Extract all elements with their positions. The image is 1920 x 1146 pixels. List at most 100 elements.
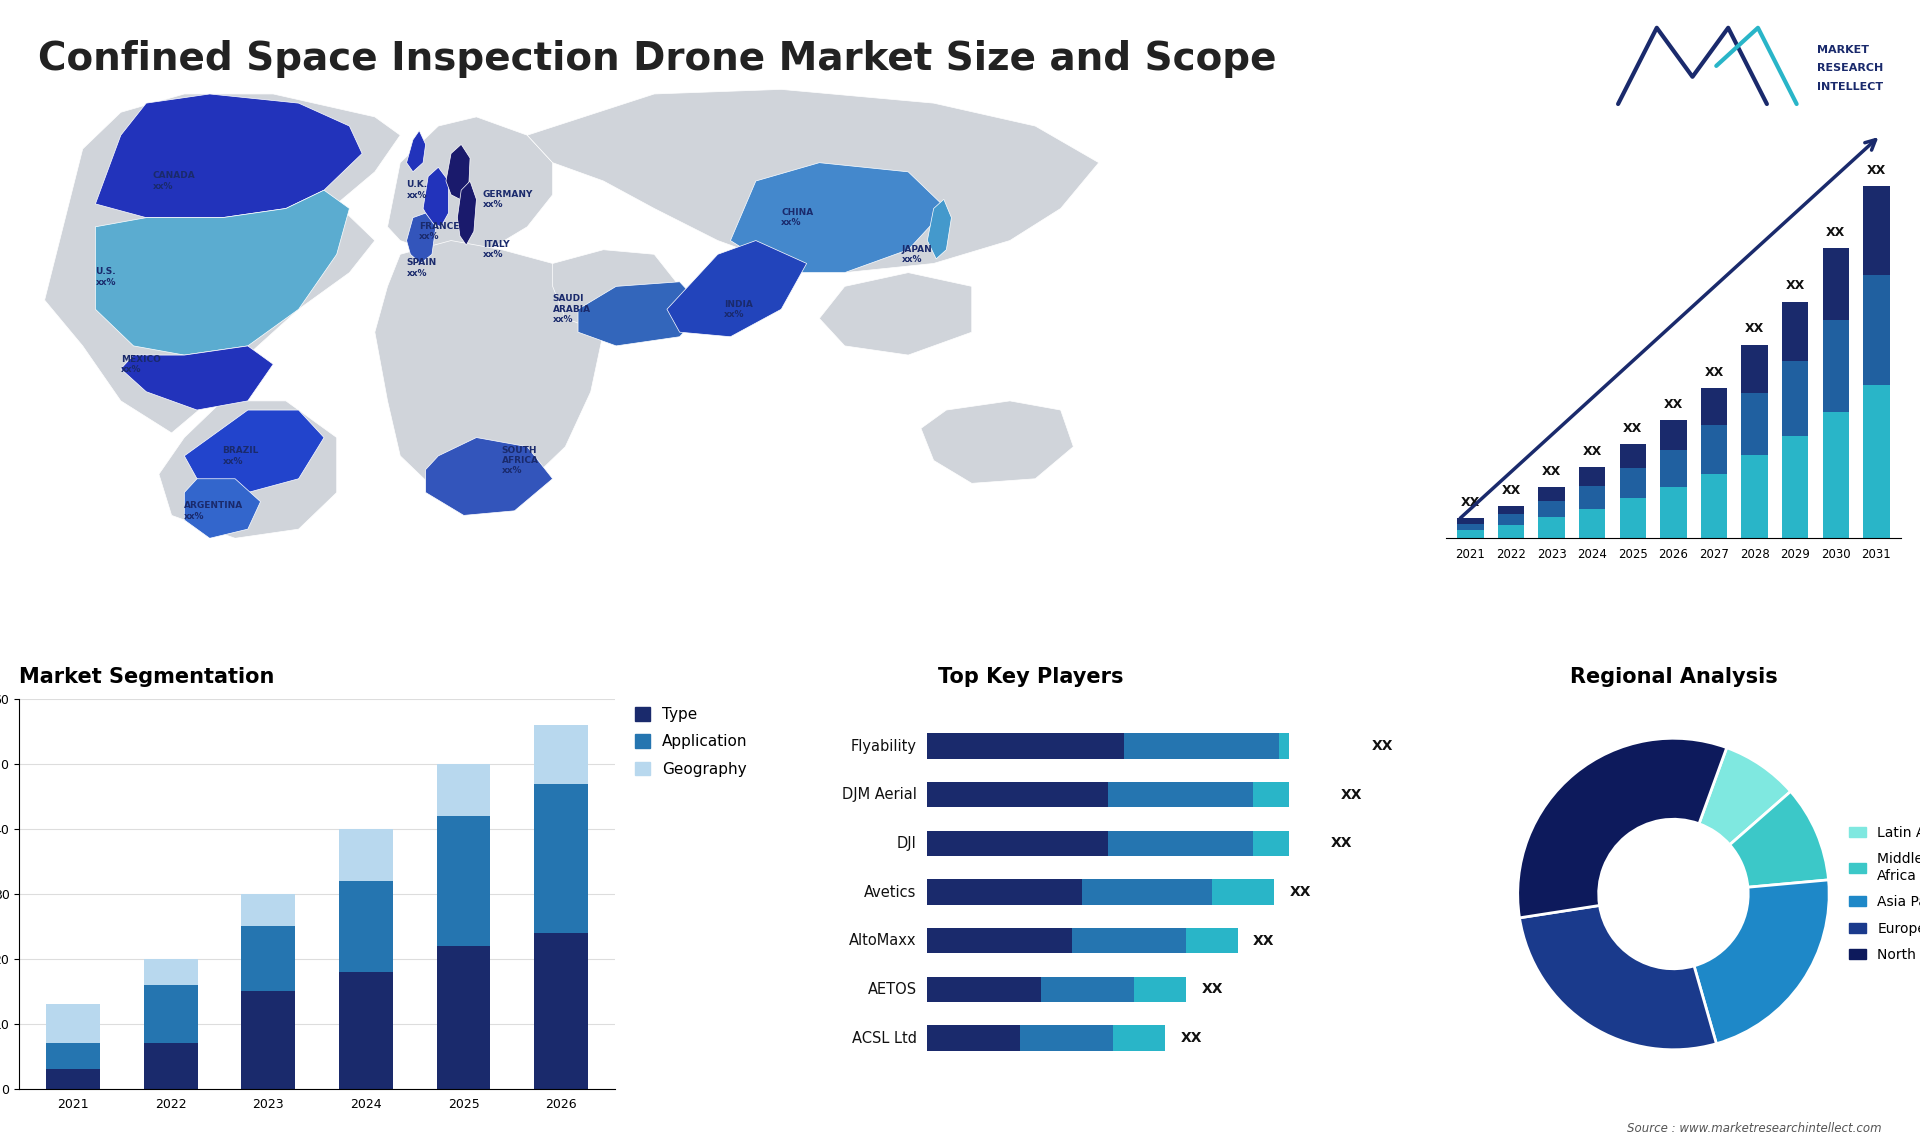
Polygon shape: [445, 144, 470, 199]
Text: XX: XX: [1254, 934, 1275, 948]
Bar: [1822, 321, 1849, 411]
Text: Avetics: Avetics: [864, 885, 916, 900]
Polygon shape: [528, 89, 1098, 273]
Text: BRAZIL
xx%: BRAZIL xx%: [223, 446, 259, 465]
Text: ITALY
xx%: ITALY xx%: [482, 240, 509, 259]
Text: XX: XX: [1501, 484, 1521, 497]
Text: JAPAN
xx%: JAPAN xx%: [902, 244, 933, 264]
FancyBboxPatch shape: [1071, 928, 1187, 953]
Text: Confined Space Inspection Drone Market Size and Scope: Confined Space Inspection Drone Market S…: [38, 40, 1277, 78]
Bar: [1538, 487, 1565, 501]
Text: XX: XX: [1665, 398, 1684, 410]
Polygon shape: [407, 213, 436, 264]
FancyBboxPatch shape: [927, 831, 1108, 856]
Polygon shape: [374, 241, 603, 502]
Text: DJM Aerial: DJM Aerial: [841, 787, 916, 802]
FancyBboxPatch shape: [927, 879, 1083, 904]
Text: MARKET: MARKET: [1818, 45, 1870, 55]
FancyBboxPatch shape: [1114, 1026, 1165, 1051]
Text: XX: XX: [1202, 982, 1223, 996]
Text: XX: XX: [1826, 226, 1845, 238]
Bar: [46, 1043, 100, 1069]
Bar: [242, 991, 296, 1089]
Bar: [534, 784, 588, 933]
Wedge shape: [1699, 747, 1791, 845]
FancyBboxPatch shape: [1020, 1026, 1114, 1051]
Text: Market Segmentation: Market Segmentation: [19, 667, 275, 686]
Text: CANADA
xx%: CANADA xx%: [152, 171, 196, 190]
Bar: [144, 984, 198, 1043]
Text: U.S.
xx%: U.S. xx%: [96, 267, 115, 286]
Bar: [1578, 486, 1605, 509]
FancyBboxPatch shape: [1123, 733, 1279, 759]
Wedge shape: [1693, 880, 1830, 1044]
Polygon shape: [820, 273, 972, 355]
FancyBboxPatch shape: [1212, 879, 1273, 904]
Bar: [144, 1043, 198, 1089]
Bar: [1661, 487, 1686, 539]
Legend: Type, Application, Geography: Type, Application, Geography: [636, 707, 747, 777]
Text: U.K.
xx%: U.K. xx%: [407, 180, 428, 199]
Bar: [46, 1004, 100, 1043]
Bar: [1661, 419, 1686, 449]
Bar: [436, 945, 490, 1089]
Text: AltoMaxx: AltoMaxx: [849, 933, 916, 948]
Text: Source : www.marketresearchintellect.com: Source : www.marketresearchintellect.com: [1626, 1122, 1882, 1135]
Text: SOUTH
AFRICA
xx%: SOUTH AFRICA xx%: [501, 446, 540, 476]
Text: AETOS: AETOS: [868, 982, 916, 997]
Polygon shape: [922, 401, 1073, 484]
FancyBboxPatch shape: [1254, 831, 1315, 856]
Text: XX: XX: [1705, 366, 1724, 378]
Bar: [1822, 248, 1849, 321]
Text: XX: XX: [1786, 280, 1805, 292]
Bar: [340, 881, 394, 972]
FancyBboxPatch shape: [927, 733, 1123, 759]
Bar: [1457, 518, 1484, 524]
Wedge shape: [1517, 738, 1726, 918]
Wedge shape: [1519, 905, 1716, 1050]
Bar: [144, 959, 198, 984]
Polygon shape: [426, 438, 553, 516]
Text: XX: XX: [1331, 837, 1352, 850]
Bar: [1578, 509, 1605, 539]
Bar: [1701, 473, 1728, 539]
Title: Regional Analysis: Regional Analysis: [1569, 667, 1778, 686]
Bar: [1620, 469, 1645, 499]
Bar: [1862, 275, 1889, 385]
Polygon shape: [388, 117, 553, 254]
Polygon shape: [578, 282, 705, 346]
Bar: [1782, 437, 1809, 539]
FancyBboxPatch shape: [1254, 782, 1325, 808]
Bar: [1701, 425, 1728, 473]
Bar: [1620, 445, 1645, 469]
FancyBboxPatch shape: [1135, 976, 1187, 1002]
Bar: [1741, 455, 1768, 539]
Polygon shape: [159, 401, 336, 539]
Bar: [534, 725, 588, 784]
Text: GERMANY
xx%: GERMANY xx%: [482, 189, 534, 209]
Bar: [242, 926, 296, 991]
Text: XX: XX: [1866, 164, 1885, 176]
Bar: [1862, 385, 1889, 539]
Bar: [1620, 499, 1645, 539]
Polygon shape: [407, 131, 426, 172]
FancyBboxPatch shape: [927, 782, 1108, 808]
Text: XX: XX: [1582, 445, 1601, 458]
FancyBboxPatch shape: [1187, 928, 1238, 953]
Polygon shape: [121, 346, 273, 410]
FancyBboxPatch shape: [1108, 782, 1254, 808]
Bar: [1661, 449, 1686, 487]
FancyBboxPatch shape: [927, 1026, 1020, 1051]
Text: XX: XX: [1542, 465, 1561, 478]
Text: SAUDI
ARABIA
xx%: SAUDI ARABIA xx%: [553, 295, 591, 324]
Bar: [1457, 524, 1484, 531]
Polygon shape: [96, 94, 363, 218]
Polygon shape: [927, 199, 952, 259]
Polygon shape: [96, 190, 349, 355]
Bar: [340, 829, 394, 881]
Text: XX: XX: [1745, 322, 1764, 336]
Bar: [1538, 517, 1565, 539]
Text: XX: XX: [1290, 885, 1311, 900]
Text: INTELLECT: INTELLECT: [1818, 81, 1884, 92]
Bar: [1538, 501, 1565, 517]
